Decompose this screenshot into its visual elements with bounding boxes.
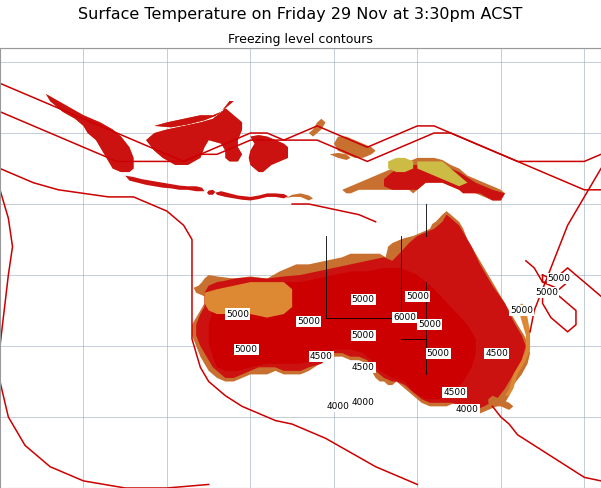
Polygon shape [249,135,288,172]
Polygon shape [330,153,350,160]
Polygon shape [505,304,530,396]
Text: 5000: 5000 [427,348,450,358]
Text: 4500: 4500 [310,352,333,361]
Text: 5000: 5000 [227,309,249,319]
Text: 4500: 4500 [485,348,508,358]
Polygon shape [46,94,133,172]
Text: 4000: 4000 [456,406,479,414]
Text: 5000: 5000 [406,292,429,301]
Polygon shape [146,101,242,165]
Polygon shape [209,268,476,399]
Text: 5000: 5000 [535,288,558,297]
Text: 5000: 5000 [548,274,571,283]
Text: 4500: 4500 [444,387,466,397]
Polygon shape [125,176,204,191]
Text: 5000: 5000 [352,331,374,340]
Polygon shape [204,282,292,318]
Text: 5000: 5000 [235,345,258,354]
Polygon shape [249,135,288,172]
Polygon shape [196,215,526,410]
Text: 5000: 5000 [297,317,320,325]
Polygon shape [488,396,513,410]
Text: 6000: 6000 [393,313,416,322]
Polygon shape [342,158,505,201]
Polygon shape [215,191,288,201]
Polygon shape [284,193,313,201]
Polygon shape [334,137,376,158]
Polygon shape [388,158,413,172]
Text: 5000: 5000 [418,320,441,329]
Text: 4500: 4500 [352,363,374,372]
Text: 4000: 4000 [326,402,350,411]
Polygon shape [207,190,215,195]
Text: Freezing level contours: Freezing level contours [228,33,373,46]
Text: 5000: 5000 [352,295,374,305]
Polygon shape [417,162,468,186]
Polygon shape [384,165,505,201]
Text: 4000: 4000 [352,398,374,407]
Polygon shape [146,101,242,165]
Polygon shape [192,211,530,413]
Text: Surface Temperature on Friday 29 Nov at 3:30pm ACST: Surface Temperature on Friday 29 Nov at … [78,7,523,22]
Text: 5000: 5000 [510,306,533,315]
Polygon shape [309,119,326,137]
Polygon shape [46,94,133,172]
